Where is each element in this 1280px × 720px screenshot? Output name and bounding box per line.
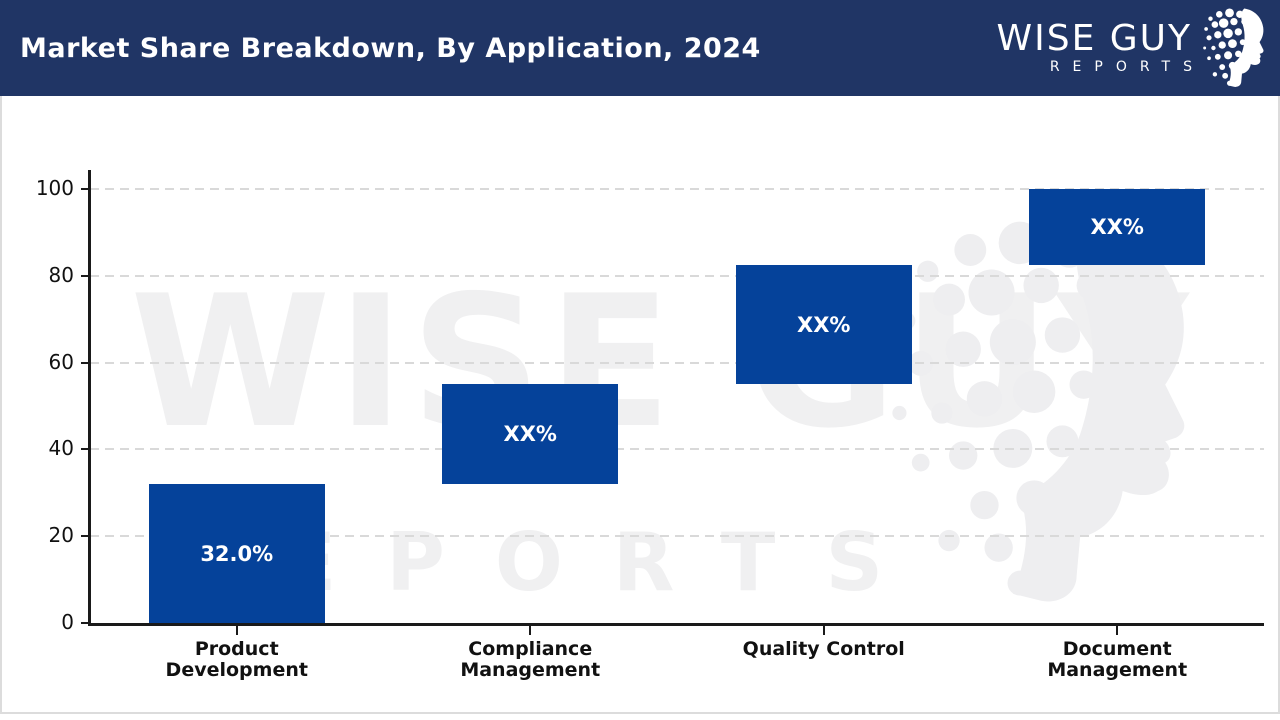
y-tick-label-40: 40 — [48, 436, 74, 461]
y-tick-40 — [81, 448, 90, 451]
watermark-head-icon — [892, 221, 1185, 602]
y-tick-0 — [81, 622, 90, 624]
gridline-100 — [90, 188, 1264, 190]
bar-value-label: XX% — [503, 422, 557, 447]
brand-logo: WISE GUY REPORTS — [997, 7, 1267, 89]
category-label-quality-control: Quality Control — [742, 638, 905, 660]
y-tick-label-60: 60 — [48, 349, 74, 374]
x-tick-quality-control — [822, 626, 825, 635]
y-tick-label-20: 20 — [48, 523, 74, 548]
bar-value-label: XX% — [797, 312, 851, 337]
bar-value-label: XX% — [1090, 214, 1144, 239]
y-tick-label-80: 80 — [48, 262, 74, 287]
chart-panel: WISE GUY REPORTS 0 20 40 60 80 100 32.0% Produc… — [0, 96, 1280, 714]
gridline-80 — [90, 274, 1264, 277]
y-tick-100 — [81, 188, 90, 190]
logo-reports-label: REPORTS — [1049, 59, 1205, 75]
category-label-compliance-management: Compliance Management — [460, 638, 601, 681]
gridline-40 — [90, 448, 1264, 451]
y-tick-20 — [81, 535, 90, 538]
header: Market Share Breakdown, By Application, … — [0, 0, 1280, 96]
category-label-document-management: Document Management — [1047, 638, 1188, 681]
bar-document-management: XX% — [1029, 189, 1206, 265]
bar-quality-control: XX% — [735, 264, 912, 385]
x-tick-document-management — [1116, 626, 1119, 635]
y-tick-80 — [81, 274, 90, 277]
y-tick-60 — [81, 361, 90, 364]
x-tick-product-development — [235, 626, 238, 635]
bar-product-development: 32.0% — [148, 484, 325, 623]
x-tick-compliance-management — [529, 626, 532, 635]
logo-wordmark: WISE GUY — [996, 18, 1192, 59]
gridline-60 — [90, 361, 1264, 364]
y-tick-label-100: 100 — [35, 176, 74, 200]
logo-head-icon — [1203, 8, 1264, 87]
x-axis-line — [90, 623, 1264, 626]
category-label-product-development: Product Development — [165, 638, 308, 681]
y-axis-line — [88, 170, 91, 626]
page-title: Market Share Breakdown, By Application, … — [20, 32, 761, 64]
brand-logo-text: WISE GUY REPORTS — [996, 18, 1193, 76]
bar-value-label: 32.0% — [200, 541, 274, 566]
gridline-20 — [90, 535, 1264, 538]
y-tick-label-0: 0 — [61, 610, 74, 634]
bar-compliance-management: XX% — [442, 384, 619, 485]
